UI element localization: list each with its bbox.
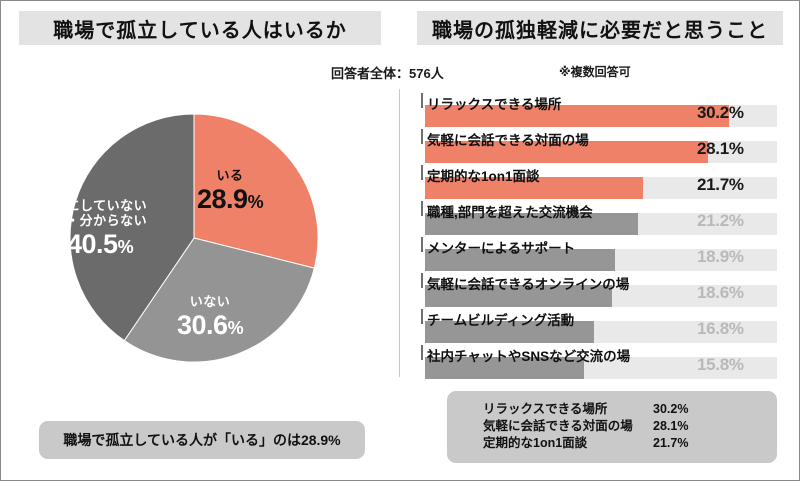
bar-row-tick xyxy=(421,273,423,288)
bar-row-tick xyxy=(421,93,423,108)
summary-row-value: 21.7% xyxy=(653,436,689,450)
bar-row: チームビルディング活動 16.8% xyxy=(421,309,777,343)
bar-value: 21.7% xyxy=(697,175,744,194)
bar-row: 定期的な1on1面談 21.7% xyxy=(421,165,777,199)
panel-divider xyxy=(399,89,400,377)
respondents-count: 回答者全体：576人 xyxy=(331,66,444,81)
bar-row: 社内チャットやSNSなど交流の場 15.8% xyxy=(421,345,777,379)
bar-row-tick xyxy=(421,201,423,216)
summary-box: リラックスできる場所 30.2% 気軽に会話できる対面の場 28.1% 定期的な1on1… xyxy=(447,391,777,463)
pie-slice xyxy=(69,113,195,342)
bar-value: 21.2% xyxy=(697,211,744,230)
bar-fill xyxy=(425,357,584,379)
pie-chart xyxy=(69,113,319,363)
bar-row: 気軽に会話できる対面の場 28.1% xyxy=(421,129,777,163)
pie-chart-svg xyxy=(69,113,319,363)
bar-value: 16.8% xyxy=(697,319,744,338)
bar-label: メンターによるサポート xyxy=(427,241,576,256)
bar-value: 18.9% xyxy=(697,247,744,266)
bar-row-tick xyxy=(421,309,423,324)
bar-fill xyxy=(425,285,612,307)
bar-fill xyxy=(425,321,594,343)
summary-row: 定期的な1on1面談 21.7% xyxy=(447,435,777,452)
bar-fill xyxy=(425,141,708,163)
bar-label: チームビルディング活動 xyxy=(427,313,575,328)
bar-row: 気軽に会話できるオンラインの場 18.6% xyxy=(421,273,777,307)
summary-row-value: 30.2% xyxy=(653,402,689,416)
bar-fill xyxy=(425,249,615,271)
multiple-answer-note: ※複数回答可 xyxy=(559,65,631,79)
summary-row-label: 気軽に会話できる対面の場 xyxy=(483,419,633,433)
left-panel-title: 職場で孤立している人はいるか xyxy=(19,11,381,45)
bar-row-tick xyxy=(421,237,423,252)
bar-value: 28.1% xyxy=(697,139,744,158)
bar-value: 18.6% xyxy=(697,283,744,302)
bar-row-tick xyxy=(421,129,423,144)
summary-row: 気軽に会話できる対面の場 28.1% xyxy=(447,418,777,435)
bar-label: リラックスできる場所 xyxy=(427,97,562,112)
bar-fill xyxy=(425,213,638,235)
bar-row: メンターによるサポート 18.9% xyxy=(421,237,777,271)
right-panel-title: 職場の孤独軽減に必要だと思うこと xyxy=(417,11,783,45)
bar-row-tick xyxy=(421,345,423,360)
summary-row-value: 28.1% xyxy=(653,419,689,433)
pie-slice xyxy=(193,113,319,269)
summary-row-label: リラックスできる場所 xyxy=(483,402,608,416)
bar-value: 15.8% xyxy=(697,355,744,374)
summary-row-label: 定期的な1on1面談 xyxy=(483,436,588,450)
bar-label: 気軽に会話できるオンラインの場 xyxy=(427,277,630,292)
left-panel-caption-text: 職場で孤立している人が「いる」のは28.9% xyxy=(63,432,341,448)
bar-label: 社内チャットやSNSなど交流の場 xyxy=(427,349,631,364)
bar-row: 職種,部門を超えた交流機会 21.2% xyxy=(421,201,777,235)
bar-fill xyxy=(425,105,729,127)
bar-value: 30.2% xyxy=(697,103,744,122)
bar-fill xyxy=(425,177,643,199)
pie-slice xyxy=(123,237,315,363)
bar-label: 気軽に会話できる対面の場 xyxy=(427,133,589,148)
summary-row: リラックスできる場所 30.2% xyxy=(447,401,777,418)
bar-row: リラックスできる場所 30.2% xyxy=(421,93,777,127)
bar-chart: リラックスできる場所 30.2% 気軽に会話できる対面の場 28.1% 定期的な1on1… xyxy=(421,93,777,381)
bar-label: 職種,部門を超えた交流機会 xyxy=(427,205,593,220)
bar-row-tick xyxy=(421,165,423,180)
left-panel-caption: 職場で孤立している人が「いる」のは28.9% xyxy=(39,421,365,459)
bar-label: 定期的な1on1面談 xyxy=(427,169,540,184)
